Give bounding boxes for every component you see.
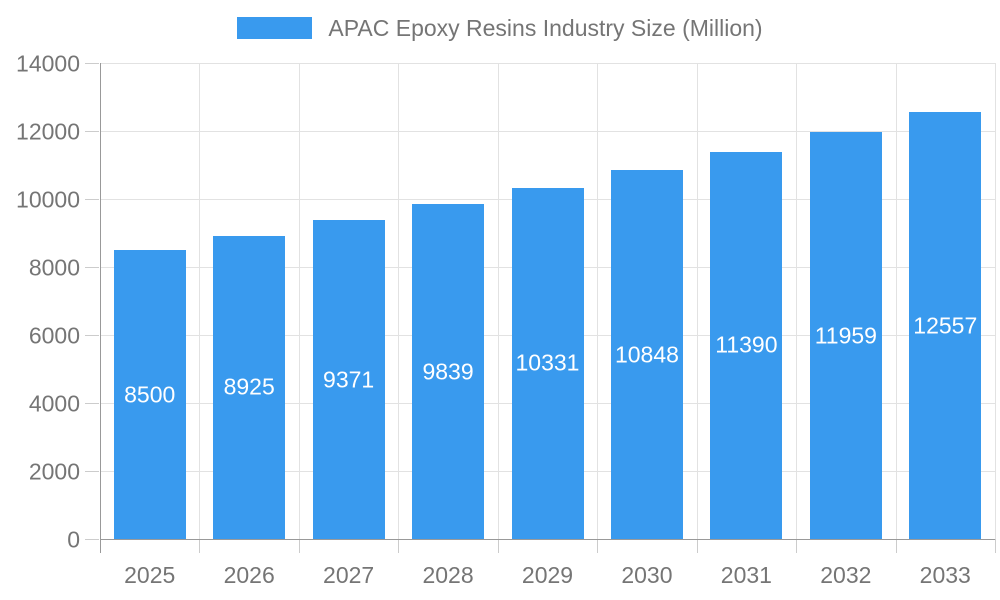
y-axis-label: 6000 (28, 322, 80, 348)
legend-swatch (237, 17, 313, 39)
y-axis-label: 10000 (16, 186, 80, 212)
bar[interactable] (213, 235, 286, 539)
bar[interactable] (412, 204, 485, 539)
x-axis-tick (497, 539, 499, 553)
x-axis-tick (696, 539, 698, 553)
y-axis-line (100, 63, 101, 539)
x-axis-label: 2027 (323, 562, 375, 588)
x-gridline (796, 63, 798, 539)
x-gridline (696, 63, 698, 539)
y-axis-tick (85, 471, 99, 472)
x-axis-label: 2025 (124, 562, 176, 588)
x-gridline (497, 63, 499, 539)
x-gridline (995, 63, 996, 539)
x-axis-line (100, 539, 995, 540)
y-axis-tick (85, 63, 99, 64)
x-axis-label: 2031 (720, 562, 772, 588)
x-axis-tick (796, 539, 798, 553)
y-axis-label: 12000 (16, 118, 80, 144)
y-axis-tick (85, 539, 99, 540)
x-gridline (199, 63, 201, 539)
x-axis-label: 2032 (820, 562, 872, 588)
bar[interactable] (312, 220, 385, 539)
x-gridline (398, 63, 400, 539)
y-axis-tick (85, 403, 99, 404)
bar[interactable] (909, 112, 982, 539)
y-axis-label: 14000 (16, 50, 80, 76)
bar[interactable] (511, 187, 584, 539)
y-axis-tick (85, 335, 99, 336)
x-axis-label: 2029 (521, 562, 574, 588)
bar[interactable] (809, 132, 882, 539)
x-axis-label: 2033 (919, 562, 971, 588)
x-axis-label: 2026 (223, 562, 275, 588)
x-axis-tick (298, 539, 300, 553)
x-gridline (597, 63, 599, 539)
x-axis-label: 2030 (621, 562, 673, 588)
legend-label: APAC Epoxy Resins Industry Size (Million… (328, 15, 763, 41)
x-axis-tick (199, 539, 201, 553)
x-axis-tick (597, 539, 599, 553)
bar[interactable] (710, 151, 783, 539)
y-axis-label: 0 (67, 526, 80, 552)
y-gridline (100, 131, 995, 132)
y-gridline (100, 63, 995, 64)
y-axis-tick (85, 199, 99, 200)
x-gridline (298, 63, 300, 539)
y-axis-tick (85, 267, 99, 268)
x-axis-tick (100, 539, 101, 553)
y-axis-label: 8000 (28, 254, 80, 280)
legend[interactable]: APAC Epoxy Resins Industry Size (Million… (0, 14, 1000, 42)
x-axis-label: 2028 (422, 562, 474, 588)
y-axis-label: 4000 (28, 390, 80, 416)
x-axis-tick (995, 539, 996, 553)
y-axis-label: 2000 (28, 458, 80, 484)
bar[interactable] (610, 170, 683, 539)
y-axis-tick (85, 131, 99, 132)
x-axis-tick (895, 539, 897, 553)
x-axis-tick (398, 539, 400, 553)
bar[interactable] (113, 250, 186, 539)
x-gridline (895, 63, 897, 539)
